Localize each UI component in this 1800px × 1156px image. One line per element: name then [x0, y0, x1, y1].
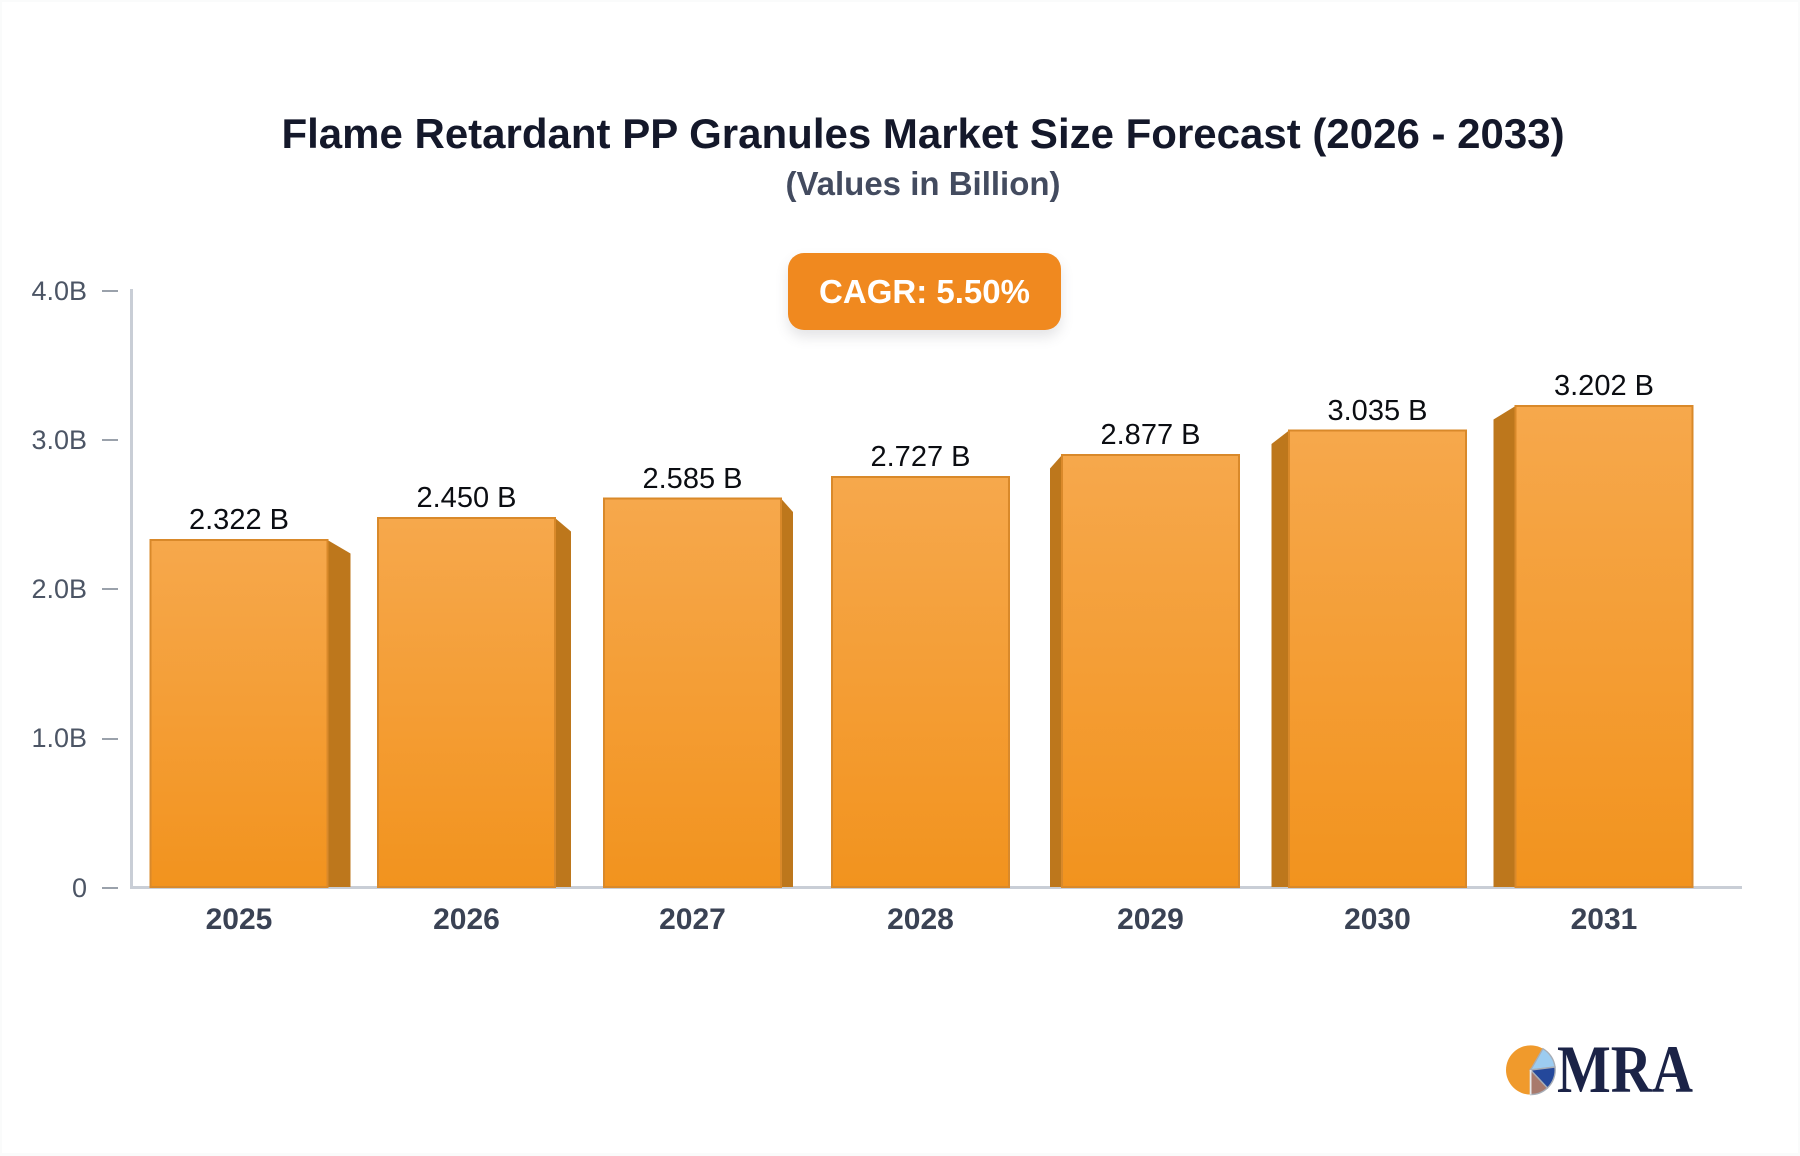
svg-text:MRA: MRA — [1557, 1035, 1693, 1107]
